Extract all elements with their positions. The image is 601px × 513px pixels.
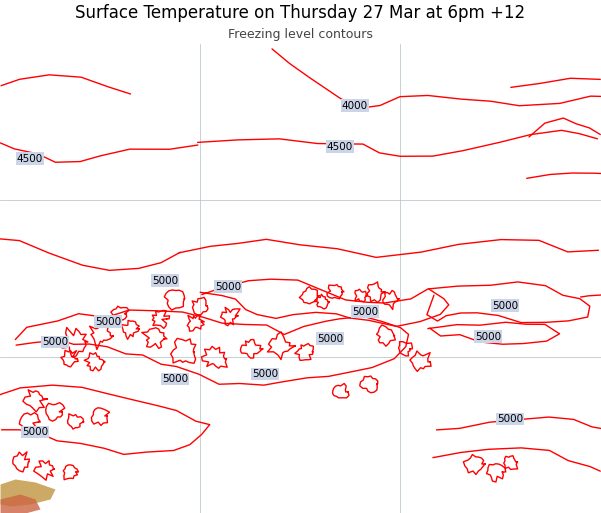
Text: 5000: 5000 [317, 334, 343, 344]
Text: 5000: 5000 [492, 301, 518, 311]
Text: Surface Temperature on Thursday 27 Mar at 6pm +12: Surface Temperature on Thursday 27 Mar a… [76, 4, 525, 22]
Text: 5000: 5000 [42, 337, 68, 347]
Text: Freezing level contours: Freezing level contours [228, 28, 373, 42]
Text: 5000: 5000 [252, 369, 278, 379]
Text: 5000: 5000 [352, 307, 378, 317]
Text: 5000: 5000 [475, 332, 501, 342]
Text: 4500: 4500 [17, 154, 43, 164]
Text: 5000: 5000 [22, 427, 48, 437]
Text: 4500: 4500 [327, 142, 353, 152]
Text: 5000: 5000 [95, 317, 121, 327]
Text: 5000: 5000 [497, 414, 523, 424]
Text: 5000: 5000 [215, 282, 241, 292]
Text: 5000: 5000 [162, 374, 188, 384]
Text: 5000: 5000 [152, 276, 178, 286]
Text: 4000: 4000 [342, 101, 368, 111]
